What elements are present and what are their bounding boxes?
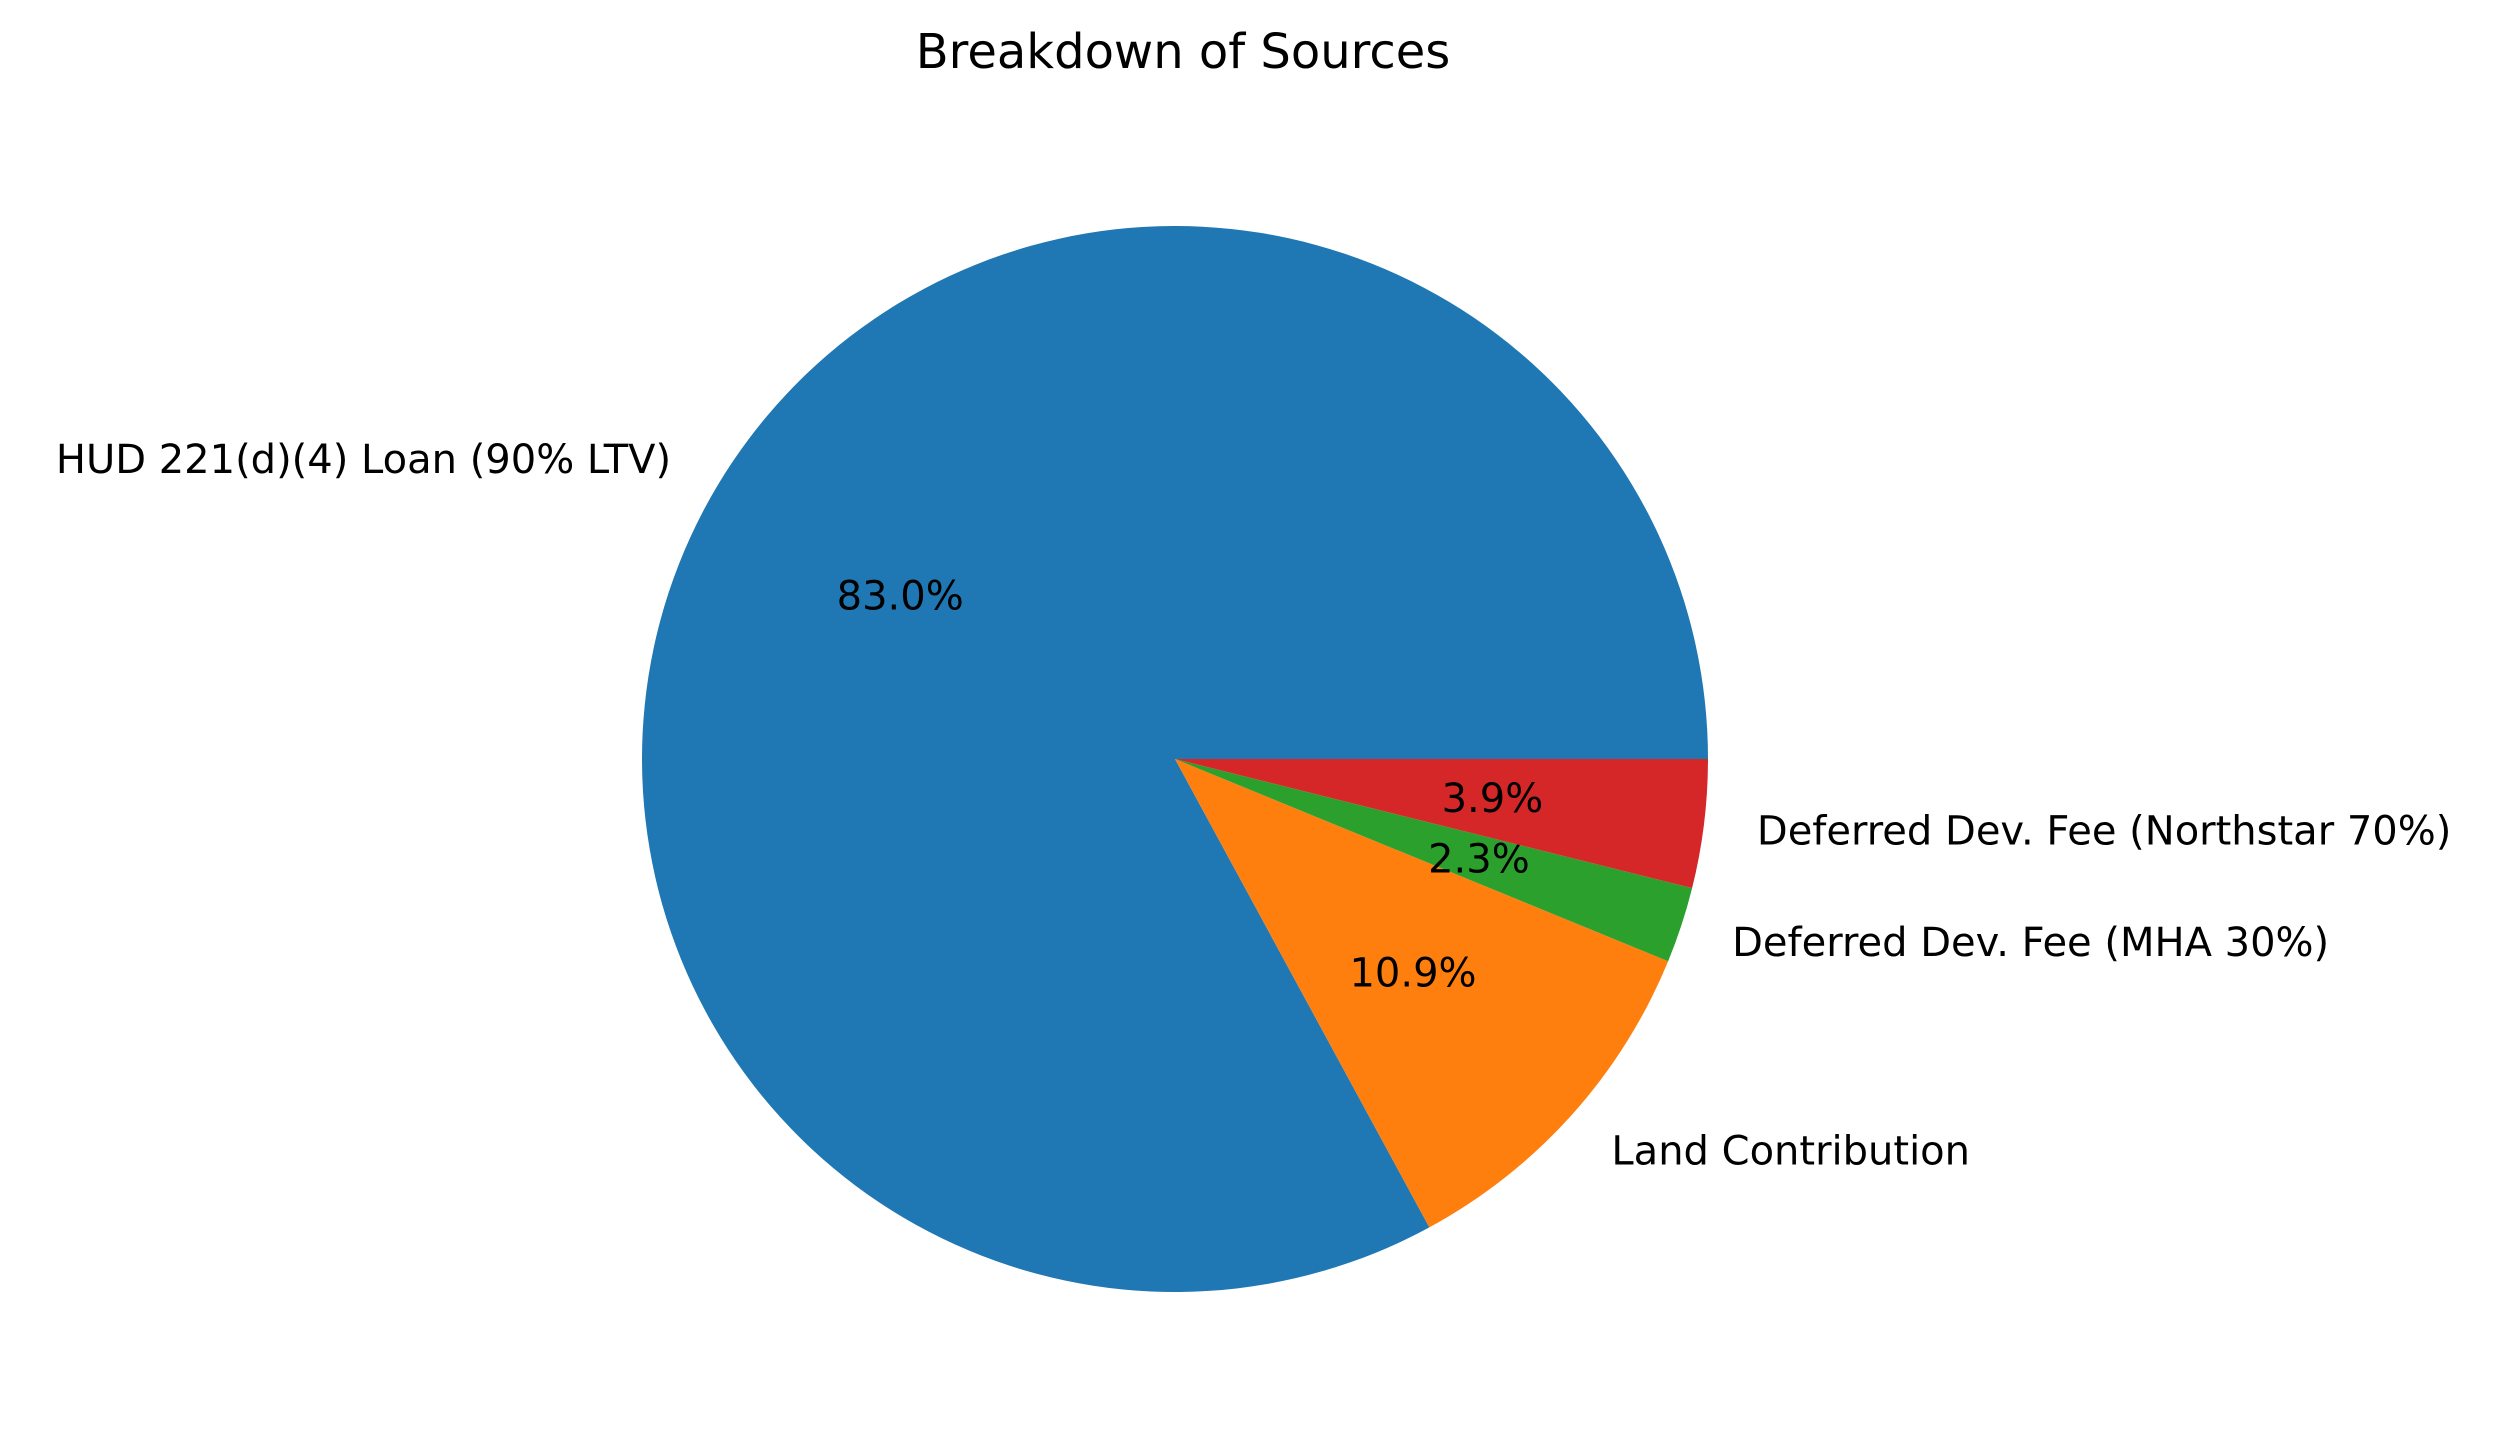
chart-title: Breakdown of Sources <box>915 24 1451 80</box>
pie-category-label-3: Deferred Dev. Fee (MHA 30%) <box>1732 920 2329 966</box>
pie-slice-4 <box>1175 759 1708 889</box>
pie-pct-label-2: 10.9% <box>1349 951 1476 997</box>
pie-pct-label-4: 3.9% <box>1442 776 1544 822</box>
pie-category-label-4: Deferred Dev. Fee (Northstar 70%) <box>1757 809 2451 855</box>
pie-category-label-2: Land Contribution <box>1611 1129 1970 1175</box>
pie-pct-label-3: 2.3% <box>1428 837 1530 883</box>
pie-slice-1 <box>642 225 1709 1292</box>
pie-category-label-1: HUD 221(d)(4) Loan (90% LTV) <box>56 437 671 483</box>
pie-pct-label-1: 83.0% <box>837 574 964 620</box>
pie-slice-2 <box>1175 759 1669 1228</box>
pie-slice-3 <box>1175 759 1693 962</box>
